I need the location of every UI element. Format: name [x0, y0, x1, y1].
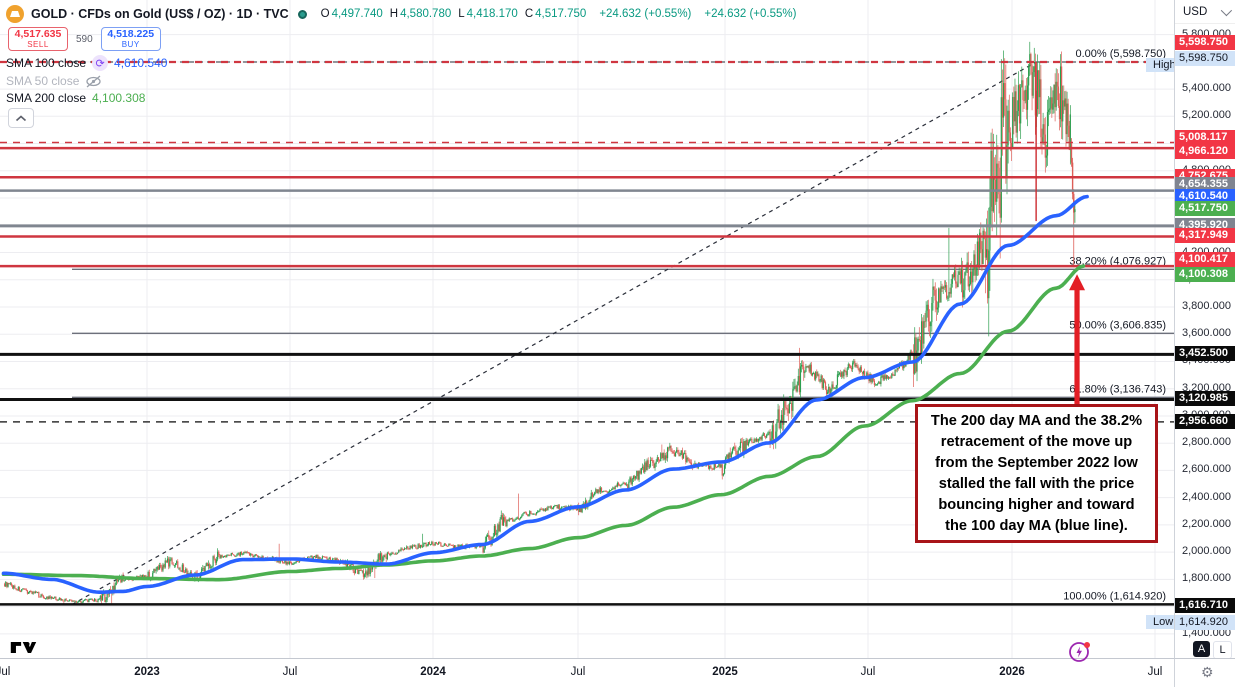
- time-axis-label: 2023: [134, 666, 160, 678]
- currency-menu[interactable]: USD: [1175, 0, 1235, 24]
- scale-mode-button-a[interactable]: A: [1193, 641, 1210, 657]
- price-tick: 2,000.000: [1182, 545, 1231, 558]
- collapse-indicators-button[interactable]: [8, 108, 34, 128]
- indicator-name: SMA 200 close: [6, 91, 87, 105]
- indicator-value: 4,610.540: [114, 56, 168, 70]
- price-tag: 4,610.540: [1175, 188, 1235, 204]
- time-axis-label: Jul: [570, 666, 586, 678]
- price-tag: 2,956.660: [1175, 413, 1235, 429]
- high-tag: High: [1146, 58, 1183, 72]
- up-arrow[interactable]: [1069, 274, 1086, 405]
- ma-line[interactable]: [1, 194, 1089, 594]
- price-tag: 4,966.120: [1175, 144, 1235, 160]
- eye-off-icon[interactable]: [85, 75, 102, 88]
- time-axis-label: 2025: [712, 666, 738, 678]
- price-scale[interactable]: USD 5,800.0005,600.0005,400.0005,200.000…: [1174, 0, 1235, 659]
- price-tick: 2,800.000: [1182, 436, 1231, 449]
- indicator-value: 4,100.308: [92, 91, 146, 105]
- price-tick: 3,800.000: [1182, 299, 1231, 312]
- sync-icon: ⟳: [92, 55, 109, 71]
- spread-value: 590: [76, 33, 93, 45]
- price-change: +24.632 (+0.55%): [599, 8, 692, 20]
- price-chart[interactable]: 0.00% (5,598.750) 38.20% (4,076.927) 50.00…: [0, 0, 1174, 658]
- ohlc-key: H: [389, 8, 399, 20]
- price-tag: 4,317.949: [1175, 228, 1235, 244]
- fib-label: 50.00% (3,606.835): [1069, 319, 1166, 331]
- time-axis-label: 2026: [999, 666, 1025, 678]
- buy-button[interactable]: 4,518.225 BUY: [100, 27, 161, 51]
- annotation-box[interactable]: The 200 day MA and the 38.2% retracement…: [915, 404, 1158, 543]
- trade-panel: 4,517.635 SELL 590 4,518.225 BUY: [8, 27, 161, 51]
- chevron-up-icon: [15, 114, 27, 121]
- ohlc-key: C: [524, 8, 534, 20]
- annotation-text: The 200 day MA and the 38.2% retracement…: [930, 412, 1143, 534]
- gear-icon[interactable]: ⚙: [1201, 664, 1214, 680]
- symbol-header: GOLD · CFDs on Gold (US$ / OZ) · 1D · TV…: [6, 5, 796, 23]
- price-tick: 5,200.000: [1182, 109, 1231, 122]
- scale-mode-button-l[interactable]: L: [1213, 641, 1232, 659]
- chevron-down-icon: [1221, 4, 1233, 16]
- price-tag: 5,598.750: [1175, 35, 1235, 50]
- price-tag: 4,100.417: [1175, 252, 1235, 268]
- price-tick: 1,800.000: [1182, 572, 1231, 585]
- time-axis-label: Jul: [1147, 666, 1163, 678]
- symbol-title[interactable]: GOLD · CFDs on Gold (US$ / OZ) · 1D · TV…: [31, 7, 289, 21]
- price-tick: 2,200.000: [1182, 517, 1231, 530]
- tradingview-logo-icon[interactable]: [10, 640, 37, 660]
- indicator-name: SMA 50 close: [6, 74, 80, 88]
- fib-label: 61.80% (3,136.743): [1069, 383, 1166, 395]
- sell-label: SELL: [27, 40, 49, 50]
- ohlc-value: 4,497.740: [331, 8, 383, 20]
- price-tag: 4,100.308: [1175, 267, 1235, 283]
- ohlc-key: L: [458, 8, 465, 20]
- fib-label: 38.20% (4,076.927): [1069, 255, 1166, 267]
- sell-price: 4,517.635: [14, 27, 62, 40]
- lightning-button[interactable]: [1068, 640, 1092, 664]
- price-tick: 5,400.000: [1182, 82, 1231, 95]
- price-tag: 5,598.750: [1175, 51, 1235, 66]
- buy-label: BUY: [121, 40, 140, 50]
- price-tag: 3,120.985: [1175, 391, 1235, 407]
- ohlc-key: O: [320, 8, 330, 20]
- price-tick: 3,200.000: [1182, 381, 1231, 394]
- sell-button[interactable]: 4,517.635 SELL: [8, 27, 68, 51]
- indicator-row-sma200[interactable]: SMA 200 close 4,100.308: [6, 90, 145, 106]
- fib-label: 0.00% (5,598.750): [1075, 48, 1166, 60]
- price-tag: 4,517.750: [1175, 201, 1235, 217]
- ohlc-value: 4,517.750: [535, 8, 587, 20]
- trendline[interactable]: [71, 61, 1037, 606]
- market-status-dot: [297, 9, 307, 19]
- ohlc-value: 4,418.170: [466, 8, 518, 20]
- fib-label: 100.00% (1,614.920): [1063, 591, 1166, 603]
- indicator-row-sma100[interactable]: SMA 100 close ⟳ 4,610.540: [6, 55, 167, 71]
- price-tick: 2,400.000: [1182, 490, 1231, 503]
- time-axis-label: Jul: [282, 666, 298, 678]
- low-tag: Low: [1146, 615, 1181, 629]
- price-tag: 3,452.500: [1175, 346, 1235, 362]
- gold-symbol-icon: [6, 5, 24, 23]
- scale-corner: ⚙: [1174, 658, 1235, 687]
- price-tag: 5,008.117: [1175, 130, 1235, 146]
- time-axis[interactable]: Jul 2023 Jul 2024 Jul 2025 Jul 2026 Jul: [0, 658, 1174, 687]
- price-tag: 1,616.710: [1175, 598, 1235, 614]
- buy-price: 4,518.225: [107, 27, 155, 40]
- price-tag: 1,614.920: [1175, 614, 1235, 630]
- currency-label: USD: [1183, 5, 1208, 18]
- time-axis-label: Jul: [0, 666, 11, 678]
- ohlc-values: O 4,497.740 H 4,580.780 L 4,418.170 C 4,517.750: [316, 8, 587, 20]
- indicator-name: SMA 100 close: [6, 56, 87, 70]
- price-tick: 2,600.000: [1182, 463, 1231, 476]
- price-change-ext: +24.632 (+0.55%): [704, 8, 797, 20]
- price-tick: 3,600.000: [1182, 327, 1231, 340]
- indicator-row-sma50[interactable]: SMA 50 close: [6, 73, 102, 89]
- ma-line[interactable]: [1, 264, 1086, 582]
- price-tick: 1,400.000: [1182, 626, 1231, 639]
- time-axis-label: Jul: [860, 666, 876, 678]
- lightning-icon: [1069, 642, 1090, 662]
- ohlc-value: 4,580.780: [400, 8, 452, 20]
- time-axis-label: 2024: [420, 666, 446, 678]
- price-tag: 4,654.355: [1175, 176, 1235, 192]
